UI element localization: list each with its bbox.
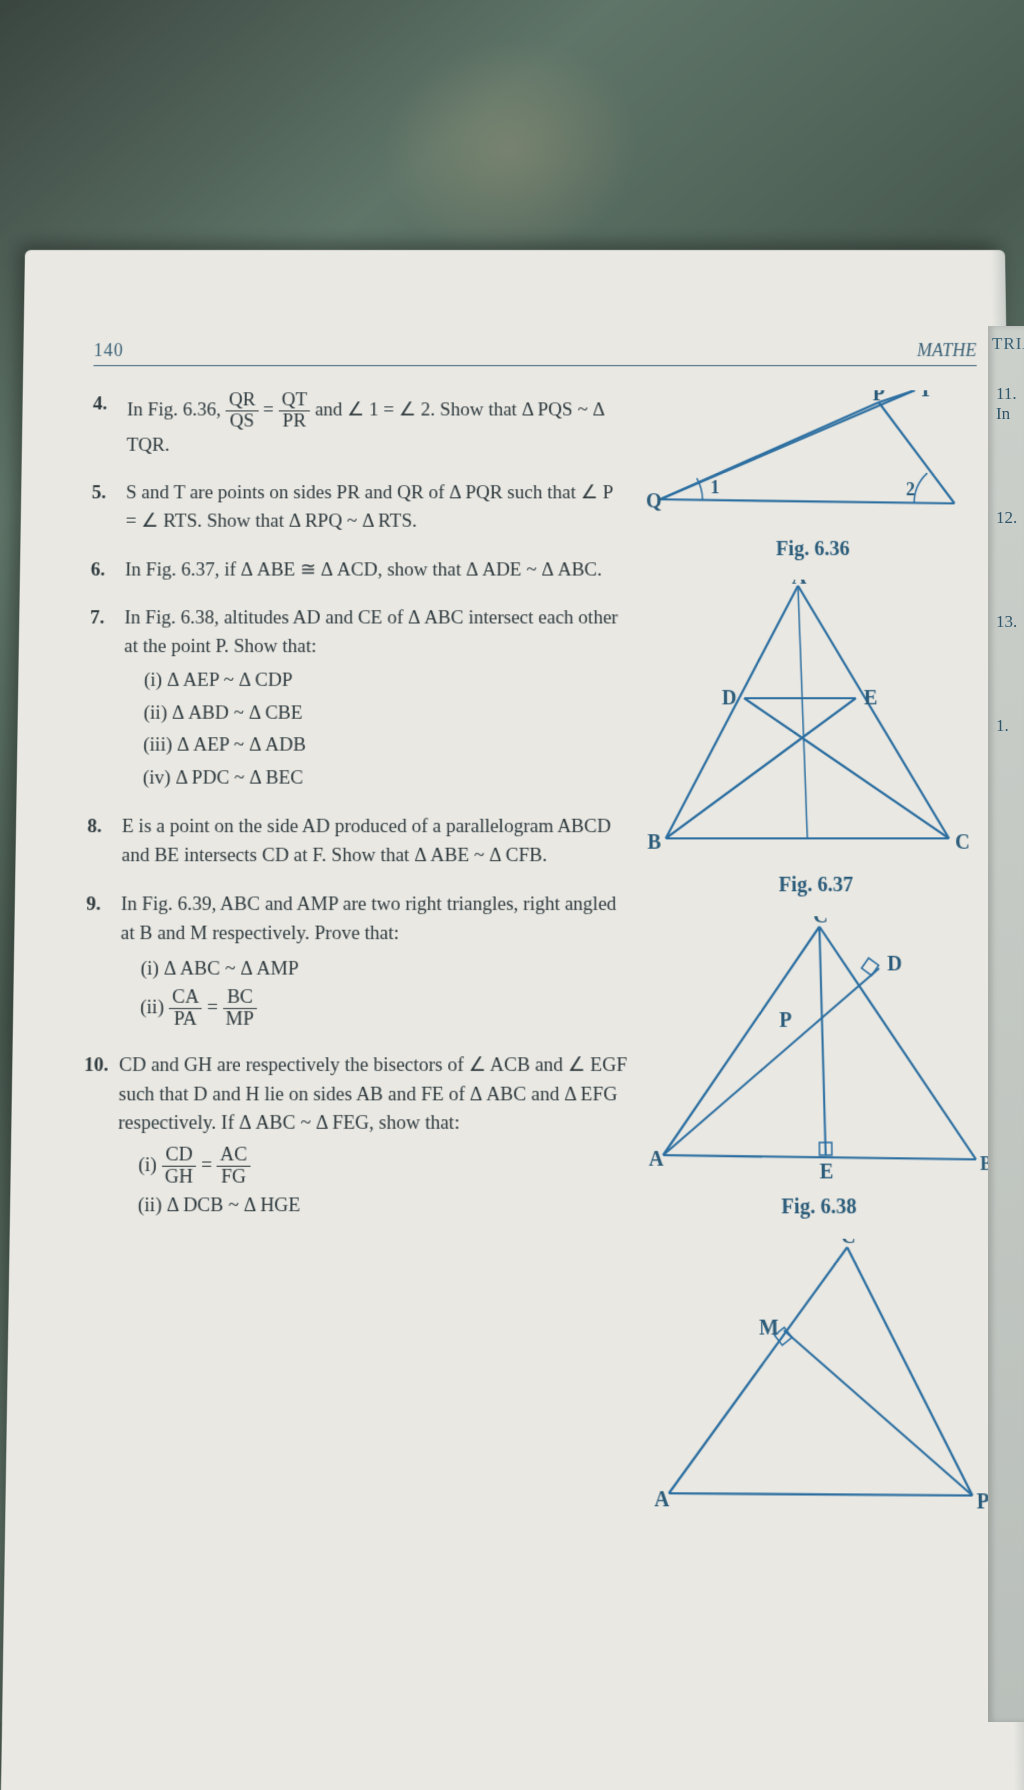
page-number: 140 [94, 340, 124, 361]
sub-list: (i) Δ AEP ~ Δ CDP (ii) Δ ABD ~ Δ CBE (iii)… [122, 667, 629, 793]
figure-label: Fig. 6.36 [646, 538, 979, 561]
question-number: 7. [90, 604, 105, 632]
sub-item: (ii) Δ ABD ~ Δ CBE [143, 699, 628, 727]
svg-text:B: B [647, 831, 661, 854]
sub-list: (i) Δ ABC ~ Δ AMP (ii) CAPA = BCMP [119, 954, 629, 1030]
edge-item: 11. In [992, 382, 1020, 426]
sub-item: (i) CDGH = ACFG [138, 1144, 630, 1187]
svg-text:C: C [955, 831, 970, 854]
question-item: 9. In Fig. 6.39, ABC and AMP are two righ… [85, 891, 630, 1030]
sub-item: (iv) Δ PDC ~ Δ BEC [143, 764, 629, 792]
questions-column: 4. In Fig. 6.36, QRQS = QTPR and ∠ 1 = ∠ … [78, 390, 632, 1536]
svg-text:E: E [820, 1160, 834, 1183]
question-text: CD and GH are respectively the bisectors… [118, 1054, 627, 1134]
figure-6-36: Q P T 1 2 Fig. 6.36 [646, 390, 980, 561]
svg-text:P: P [873, 390, 886, 405]
svg-text:D: D [722, 687, 737, 710]
figure-6-37: A B C D E Fig. 6.37 [646, 580, 984, 898]
question-item: 8. E is a point on the side AD produced o… [87, 813, 629, 870]
question-number: 5. [92, 480, 107, 508]
question-number: 9. [86, 891, 101, 920]
question-number: 4. [93, 390, 108, 418]
svg-text:T: T [919, 390, 933, 401]
svg-text:C: C [813, 916, 828, 927]
svg-text:P: P [779, 1009, 792, 1032]
sub-item: (ii) Δ DCB ~ Δ HGE [138, 1192, 631, 1221]
header-rule [93, 365, 976, 366]
edge-item: 12. [992, 506, 1020, 530]
question-item: 4. In Fig. 6.36, QRQS = QTPR and ∠ 1 = ∠ … [92, 390, 628, 459]
svg-text:E: E [864, 687, 878, 710]
question-text: In Fig. 6.38, altitudes AD and CE of Δ A… [124, 607, 618, 657]
sub-item: (i) Δ AEP ~ Δ CDP [144, 667, 629, 695]
figure-label: Fig. 6.37 [648, 874, 985, 898]
svg-text:A: A [792, 580, 807, 589]
svg-text:Q: Q [646, 490, 662, 512]
figures-column: Q P T 1 2 Fig. 6.36 A B C D E Fig. 6.37 A B C D P E F… [646, 390, 994, 1536]
svg-text:M: M [759, 1316, 779, 1340]
sub-item: (i) Δ ABC ~ Δ AMP [140, 954, 629, 983]
svg-text:A: A [654, 1488, 670, 1512]
edge-title: TRIANGLE [988, 332, 1024, 356]
edge-item: 13. [992, 610, 1020, 634]
figure-label: Fig. 6.38 [649, 1195, 989, 1219]
svg-text:2: 2 [906, 479, 915, 499]
svg-text:A: A [649, 1148, 665, 1171]
chapter-label: MATHE [917, 340, 977, 361]
question-text: In Fig. 6.39, ABC and AMP are two right … [120, 894, 616, 945]
next-page-edge: TRIANGLE 11. In 12. 13. 1. [988, 326, 1024, 1722]
question-text: In Fig. 6.37, if Δ ABE ≅ Δ ACD, show tha… [125, 559, 602, 580]
question-item: 10. CD and GH are respectively the bisect… [82, 1051, 630, 1221]
question-number: 8. [87, 813, 102, 841]
svg-text:1: 1 [710, 477, 719, 497]
figure-6-39-partial: ACMP [649, 1239, 993, 1517]
figure-6-38: ABCDPE Fig. 6.38 [648, 916, 989, 1219]
question-text: E is a point on the side AD produced of … [121, 816, 611, 866]
question-item: 5. S and T are points on sides PR and QR … [91, 480, 628, 536]
question-text: In Fig. 6.36, QRQS = QTPR and ∠ 1 = ∠ 2.… [126, 399, 603, 456]
question-number: 6. [91, 556, 106, 584]
question-text: S and T are points on sides PR and QR of… [126, 483, 613, 532]
question-item: 6. In Fig. 6.37, if Δ ABE ≅ Δ ACD, show t… [91, 556, 629, 584]
sub-list: (i) CDGH = ACFG (ii) Δ DCB ~ Δ HGE [117, 1144, 630, 1221]
sub-item: (iii) Δ AEP ~ Δ ADB [143, 731, 629, 759]
svg-text:C: C [841, 1239, 856, 1249]
sub-item: (ii) CAPA = BCMP [140, 987, 630, 1030]
question-item: 7. In Fig. 6.38, altitudes AD and CE of Δ… [88, 604, 629, 792]
svg-text:D: D [887, 953, 902, 976]
edge-item: 1. [992, 714, 1020, 738]
textbook-page: 140 MATHE 4. In Fig. 6.36, QRQS = QTPR an… [1, 250, 1024, 1790]
question-number: 10. [84, 1051, 109, 1080]
